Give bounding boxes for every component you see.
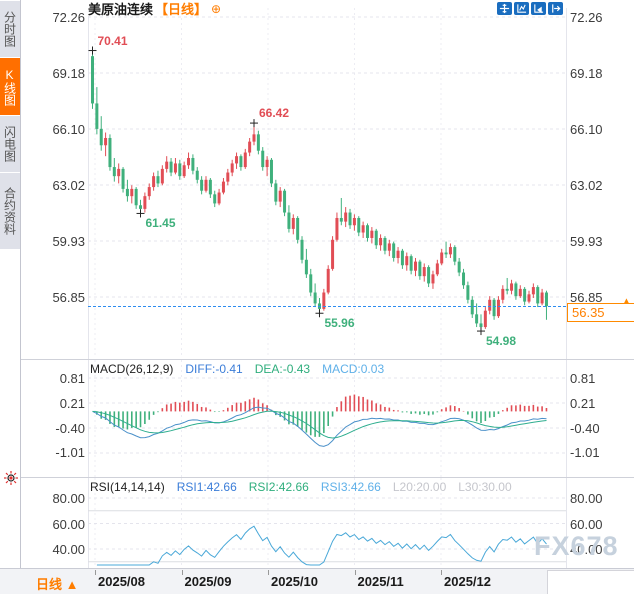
- rsi-panel-divider[interactable]: [21, 477, 634, 478]
- pan-right-icon[interactable]: [548, 2, 563, 15]
- x-axis-label: 2025/09: [184, 574, 232, 589]
- axis-label: 69.18: [570, 66, 603, 81]
- axis-label: 80.00: [570, 491, 603, 506]
- axis-label: 59.93: [52, 234, 85, 249]
- current-price-line: [88, 306, 566, 307]
- current-price-badge: 56.35: [567, 303, 634, 322]
- axis-label: 0.21: [570, 396, 596, 411]
- symbol-title: 美原油连续: [88, 2, 154, 17]
- axis-label: 56.85: [52, 290, 85, 305]
- scale-x-axis-icon[interactable]: [514, 2, 529, 15]
- axis-label: 72.26: [570, 10, 603, 25]
- x-axis-label: 2025/11: [357, 574, 404, 589]
- axis-label: -0.40: [570, 421, 600, 436]
- sidebar-item-kline-chart[interactable]: K线图: [0, 58, 20, 115]
- plot-right-border: [566, 8, 567, 568]
- scale-y-axis-icon[interactable]: [531, 2, 546, 15]
- x-axis-label: 2025/12: [444, 574, 491, 589]
- axis-label: 63.02: [52, 178, 85, 193]
- indicator-settings-icon[interactable]: [3, 470, 19, 491]
- axis-label: 72.26: [52, 10, 85, 25]
- macd-panel-divider[interactable]: [21, 359, 634, 360]
- watermark: FX678: [534, 531, 619, 561]
- axis-label: -1.01: [570, 445, 600, 460]
- axis-label: 40.00: [52, 542, 85, 557]
- rsi-l20-value: L20:20.00: [392, 480, 447, 494]
- rsi-l30-value: L30:30.00: [458, 480, 512, 494]
- price-annotation: 70.41: [97, 33, 128, 48]
- macd-name[interactable]: MACD(26,12,9): [90, 362, 174, 376]
- x-axis-tick: [181, 570, 183, 575]
- axis-label: 0.81: [59, 371, 85, 386]
- macd-legend: MACD(26,12,9) DIFF:-0.41 DEA:-0.43 MACD:…: [90, 362, 384, 376]
- axis-label: 60.00: [570, 517, 603, 532]
- bottom-right-panel: [547, 570, 634, 594]
- axis-label: 63.02: [570, 178, 603, 193]
- macd-chart[interactable]: [88, 360, 566, 477]
- candlestick-chart[interactable]: [88, 8, 566, 358]
- axis-label: -0.40: [55, 421, 85, 436]
- axis-label: 66.10: [570, 122, 603, 137]
- price-annotation: 66.42: [259, 106, 290, 121]
- crosshair-icon[interactable]: [497, 2, 512, 15]
- sidebar-item-contract-info[interactable]: 合约资料: [0, 173, 20, 249]
- rsi1-value: RSI1:42.66: [176, 480, 237, 494]
- axis-label: 56.85: [570, 290, 603, 305]
- price-annotation: 61.45: [145, 216, 176, 231]
- plot-left-border: [88, 8, 89, 568]
- macd-diff-value: DIFF:-0.41: [185, 362, 243, 376]
- x-axis-tick: [441, 570, 442, 575]
- axis-label: 66.10: [52, 122, 85, 137]
- period-selector[interactable]: 日线 ▲: [36, 574, 79, 593]
- axis-label: 0.21: [59, 396, 85, 411]
- axis-label: 0.81: [570, 371, 596, 386]
- rsi-name[interactable]: RSI(14,14,14): [90, 480, 165, 494]
- macd-hist-value: MACD:0.03: [322, 362, 385, 376]
- x-axis-label: 2025/08: [98, 574, 145, 589]
- sidebar-item-lightning-chart[interactable]: 闪电图: [0, 116, 20, 172]
- x-axis-label: 2025/10: [271, 574, 318, 589]
- x-axis-tick: [354, 570, 356, 575]
- chart-toolbar: [497, 2, 563, 15]
- chart-header: 美原油连续 【日线】 ⊕: [88, 1, 226, 17]
- rsi2-value: RSI2:42.66: [248, 480, 309, 494]
- rsi-legend: RSI(14,14,14) RSI1:42.66 RSI2:42.66 RSI3…: [90, 480, 512, 494]
- macd-dea-value: DEA:-0.43: [254, 362, 311, 376]
- axis-label: 59.93: [570, 234, 603, 249]
- axis-label: 80.00: [52, 491, 85, 506]
- axis-label: 40.00: [570, 542, 603, 557]
- rsi-chart[interactable]: [88, 478, 566, 567]
- period-arrow-icon: ▲: [65, 577, 79, 592]
- rsi3-value: RSI3:42.66: [320, 480, 381, 494]
- sidebar: 分时图 K线图 闪电图 合约资料: [0, 0, 21, 568]
- period-label: 日线: [36, 577, 63, 592]
- price-annotation: 54.98: [485, 334, 517, 349]
- axis-label: -1.01: [55, 445, 85, 460]
- add-indicator-icon[interactable]: ⊕: [211, 1, 222, 16]
- sidebar-item-time-chart[interactable]: 分时图: [0, 1, 20, 57]
- period-tag[interactable]: 【日线】: [155, 2, 208, 17]
- axis-label: 60.00: [52, 517, 85, 532]
- x-axis-tick: [95, 570, 96, 575]
- price-annotation: 55.96: [324, 316, 355, 331]
- time-axis-bar: 日线 ▲ 2025/08 2025/09 2025/10 2025/11 2025/12: [0, 568, 634, 594]
- x-axis-tick: [268, 570, 269, 575]
- axis-label: 69.18: [52, 66, 85, 81]
